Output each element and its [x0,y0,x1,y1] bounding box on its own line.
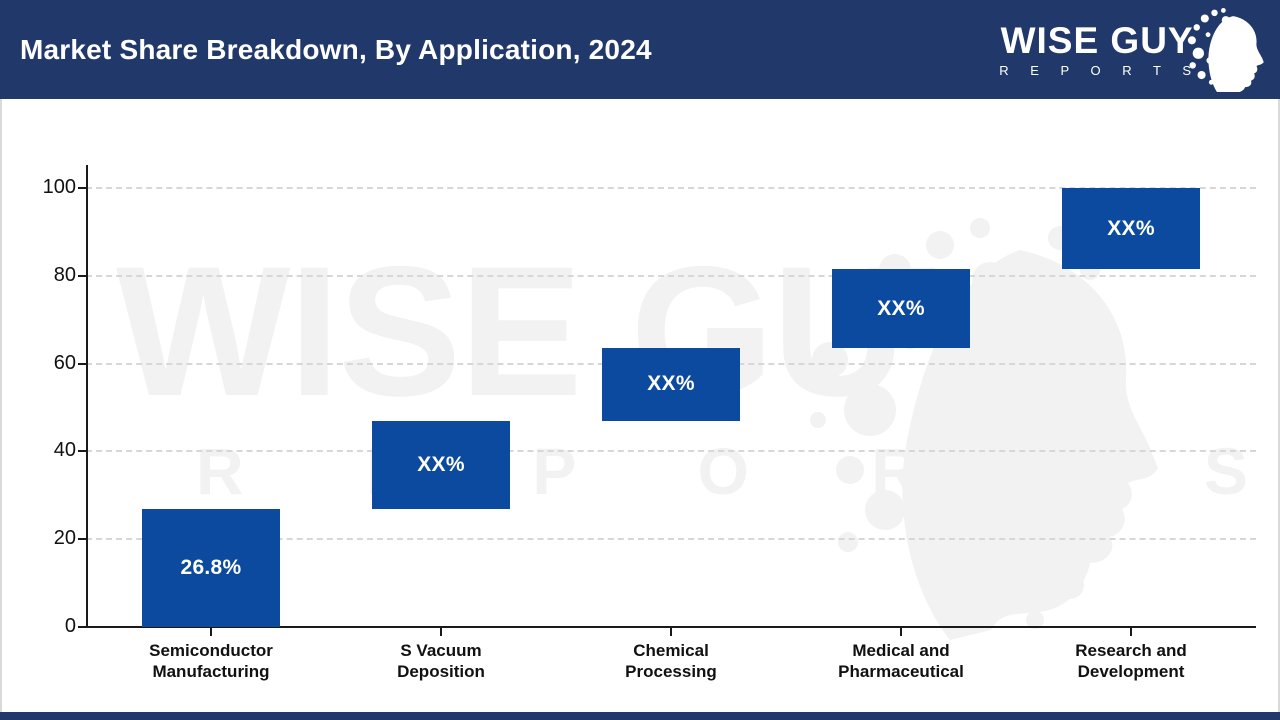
waterfall-bar: XX% [372,420,510,510]
y-axis-tick-label: 60 [53,351,76,374]
gridline [86,187,1256,189]
y-axis-tick-label: 80 [53,263,76,286]
gridline [86,274,1256,277]
y-axis-tick-label: 20 [53,527,76,550]
bar-value-label: 26.8% [180,556,242,580]
y-axis-tick-label: 0 [64,615,76,637]
brand-logo-text: WISE GUY R E P O R T S [994,22,1200,78]
waterfall-bar: XX% [832,269,970,349]
gridline [86,450,1256,453]
page-title: Market Share Breakdown, By Application, … [20,33,652,65]
brand-head-icon [1187,8,1264,92]
x-axis-tick-mark [1130,628,1132,636]
waterfall-bar: 26.8% [142,509,280,627]
x-axis-line [86,626,1256,628]
header-bar: Market Share Breakdown, By Application, … [0,0,1280,99]
footer-bar [0,712,1280,720]
gridline [86,538,1256,541]
x-axis-tick-mark [440,628,442,636]
waterfall-bar: XX% [602,348,740,421]
waterfall-bar: XX% [1062,188,1200,270]
x-category-label: Research and Development [1075,641,1187,681]
x-category-label: Semiconductor Manufacturing [149,641,273,681]
bar-value-label: XX% [417,452,465,476]
bar-value-label: XX% [647,372,695,396]
y-axis-tick-label: 100 [42,176,76,198]
y-axis-tick-mark [78,362,86,365]
y-axis-tick-mark [78,450,86,453]
y-axis-tick-mark [78,538,86,541]
x-axis-tick-mark [210,628,212,636]
y-axis-tick-label: 40 [53,439,76,462]
x-axis-tick-mark [900,628,902,636]
y-axis-tick-mark [78,187,86,189]
x-category-label: Chemical Processing [625,641,717,681]
y-axis-tick-mark [78,626,86,628]
brand-name: WISE GUY [1000,20,1194,61]
y-axis-tick-mark [78,274,86,277]
y-axis-line [86,165,88,628]
x-axis-tick-mark [670,628,672,636]
brand-logo: WISE GUY R E P O R T S [994,8,1266,92]
brand-subname: R E P O R T S [999,63,1200,78]
x-category-label: Medical and Pharmaceutical [838,641,964,681]
bar-value-label: XX% [877,296,925,320]
x-category-label: S Vacuum Deposition [397,641,485,681]
bar-value-label: XX% [1107,216,1155,240]
